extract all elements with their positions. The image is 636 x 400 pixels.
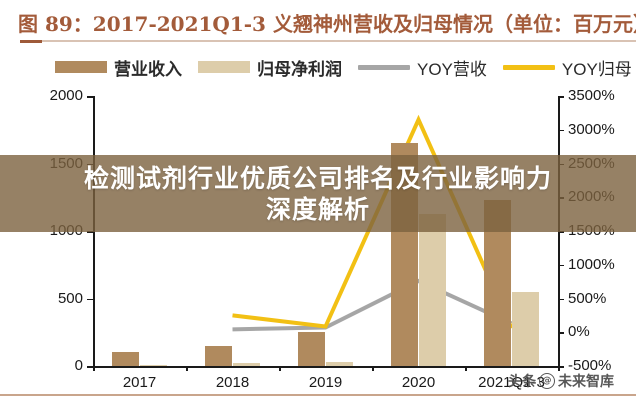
y-tick-label-left: 1000 [49, 222, 83, 239]
y-tick-right [558, 264, 564, 267]
legend-profit-label: 归母净利润 [257, 59, 342, 80]
title-divider-accent [20, 40, 42, 43]
x-tick [93, 366, 95, 371]
bottom-divider [0, 394, 636, 396]
y-tick-right [558, 298, 564, 300]
legend-profit[interactable]: 归母净利润 [198, 55, 342, 80]
line-yoy-profit [232, 114, 514, 330]
x-tick [186, 366, 188, 371]
watermark-brand-label: 未来智库 [558, 374, 614, 390]
x-tick [372, 366, 374, 371]
y-tick-label-right: 0% [568, 323, 590, 341]
bar-revenue [391, 143, 418, 366]
y-tick-label-left: 2000 [49, 87, 83, 104]
at-icon: @ [539, 373, 555, 389]
y-tick-right [558, 197, 564, 199]
legend-revenue-label: 营业收入 [114, 59, 182, 80]
y-tick-label-left: 500 [57, 289, 83, 307]
y-tick-label-left: 1500 [49, 154, 83, 172]
y-tick-label-right: 2000% [568, 188, 615, 206]
y-tick-label-right: 1500% [568, 222, 615, 239]
chart-legend: 营业收入 归母净利润 YOY营收 YOY归母 [55, 54, 636, 80]
legend-yoy-profit-marker [502, 64, 555, 70]
y-tick-right [558, 366, 564, 368]
legend-yoy-revenue-marker [358, 64, 410, 70]
y-tick-right [558, 96, 564, 98]
bar-profit [140, 365, 167, 366]
bar-revenue [112, 351, 139, 366]
bar-profit [419, 213, 446, 366]
y-tick-left [87, 96, 93, 98]
bar-revenue [484, 199, 511, 366]
x-tick-label: 2020 [401, 374, 436, 391]
line-yoy-revenue [232, 278, 513, 332]
bar-revenue [298, 332, 325, 366]
x-tick-label: 2021Q1-3 [478, 374, 545, 391]
x-tick [465, 366, 467, 371]
x-tick-label: 2017 [122, 374, 157, 391]
y-tick-label-right: 3000% [568, 120, 615, 138]
y-tick-label-right: 3500% [568, 87, 615, 104]
watermark-source-label: 头条 [508, 374, 536, 390]
legend-revenue-marker [55, 61, 107, 73]
x-tick [279, 366, 281, 371]
bar-profit [233, 363, 260, 366]
legend-yoy-profit-label: YOY归母 [561, 59, 632, 79]
y-tick-left [87, 231, 93, 233]
bar-revenue [205, 346, 232, 366]
y-tick-right [558, 163, 564, 165]
legend-revenue[interactable]: 营业收入 [55, 55, 182, 80]
y-tick-label-left: 0 [74, 357, 83, 374]
y-tick-left [87, 298, 93, 300]
x-tick [558, 366, 560, 371]
legend-yoy-revenue-label: YOY营收 [417, 59, 487, 79]
y-tick-left [87, 366, 93, 368]
y-tick-right [558, 231, 564, 233]
y-tick-label-right: 2500% [568, 154, 615, 172]
x-axis [93, 366, 559, 368]
x-tick-label: 2019 [308, 374, 343, 391]
legend-profit-marker [198, 61, 250, 73]
y-tick-label-right: 500% [568, 289, 607, 307]
title-divider [20, 40, 636, 42]
plot-area: 0 500 1000 1500 2000 -500% 0% 500% 1000% 1500% 200… [50, 87, 615, 391]
y-tick-label-right: -500% [568, 357, 612, 374]
y-tick-left [87, 163, 93, 165]
y-tick-right [558, 332, 564, 334]
y-tick-label-right: 1000% [568, 255, 615, 273]
legend-yoy-revenue[interactable]: YOY营收 [358, 55, 487, 80]
y-tick-right [558, 129, 564, 132]
watermark: 头条 @ 未来智库 [508, 371, 614, 391]
bar-profit [326, 362, 353, 366]
x-tick-label: 2018 [215, 374, 250, 391]
bar-profit [512, 292, 539, 366]
legend-yoy-profit[interactable]: YOY归母 [502, 55, 632, 80]
figure-title: 图 89：2017-2021Q1-3 义翘神州营收及归母情况（单位：百万元） [18, 12, 636, 36]
